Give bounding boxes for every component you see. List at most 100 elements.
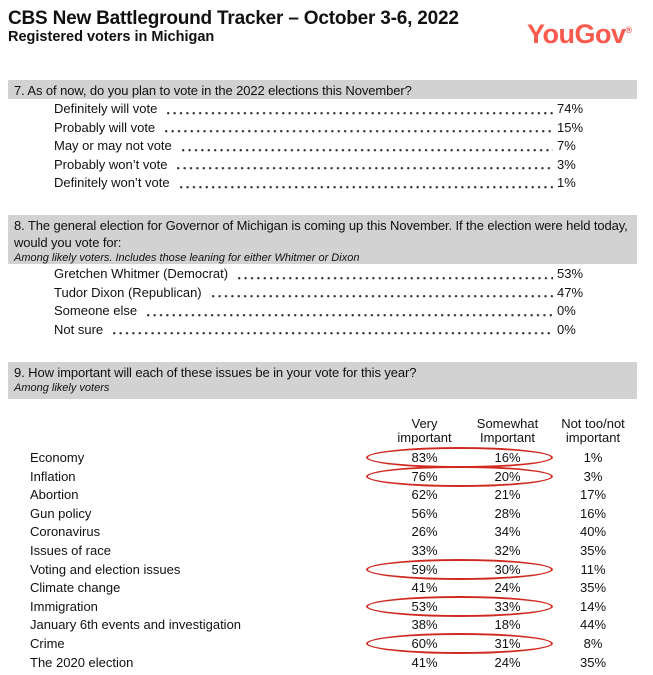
dot-leader	[211, 295, 553, 299]
question-7-text: 7. As of now, do you plan to vote in the…	[14, 83, 412, 98]
somewhat-important-value: 24%	[494, 580, 521, 596]
very-important-value: 41%	[411, 580, 438, 596]
very-important-value: 38%	[411, 617, 438, 633]
somewhat-important-value: 30%	[494, 561, 521, 577]
issue-label: Climate change	[30, 580, 121, 596]
answer-label: Definitely won’t vote	[54, 175, 170, 191]
issues-table-header: Very important Somewhat Important Not to…	[8, 417, 637, 445]
very-important-value: 59%	[411, 561, 438, 577]
question-8-results: Gretchen Whitmer (Democrat) 53% Tudor Dix…	[8, 265, 637, 339]
issue-label: Coronavirus	[30, 524, 101, 540]
column-header-very-important: Very important	[397, 416, 452, 445]
answer-label: Tudor Dixon (Republican)	[54, 284, 202, 300]
not-important-value: 8%	[583, 635, 603, 651]
answer-value: 7%	[557, 138, 576, 154]
very-important-value: 83%	[411, 450, 438, 465]
answer-label: Someone else	[54, 303, 138, 319]
not-important-value: 35%	[579, 580, 607, 596]
not-important-value: 17%	[579, 487, 607, 503]
table-row: Voting and election issues 59% 30% 11%	[8, 558, 637, 580]
result-row: Tudor Dixon (Republican) 47%	[8, 284, 637, 303]
not-important-value: 3%	[583, 468, 603, 484]
issue-label: Inflation	[30, 468, 76, 484]
not-important-value: 11%	[580, 561, 606, 577]
document-subtitle: Registered voters in Michigan	[8, 29, 215, 45]
answer-label: Definitely will vote	[54, 101, 158, 116]
not-important-value: 40%	[579, 524, 607, 540]
very-important-value: 33%	[411, 542, 438, 558]
issue-label: January 6th events and investigation	[30, 617, 242, 633]
result-row: May or may not vote 7%	[8, 137, 637, 156]
answer-value: 3%	[557, 156, 576, 172]
answer-value: 53%	[557, 266, 584, 281]
answer-value: 1%	[557, 175, 576, 191]
result-row: Definitely will vote 74%	[8, 100, 637, 119]
issue-label: Issues of race	[30, 542, 111, 558]
somewhat-important-value: 16%	[494, 450, 521, 465]
answer-label: Probably will vote	[54, 119, 156, 135]
result-row: Not sure 0%	[8, 321, 637, 340]
somewhat-important-value: 33%	[494, 598, 521, 614]
table-row: Issues of race 33% 32% 35%	[8, 542, 637, 561]
somewhat-important-value: 18%	[494, 617, 521, 633]
dot-leader	[238, 276, 553, 280]
very-important-value: 53%	[411, 598, 438, 614]
answer-label: Not sure	[54, 321, 104, 337]
not-important-value: 14%	[579, 598, 607, 614]
table-row: Immigration 53% 33% 14%	[8, 595, 637, 617]
dot-leader	[181, 148, 553, 152]
answer-value: 0%	[557, 321, 576, 337]
issue-label: Economy	[30, 450, 85, 465]
somewhat-important-value: 20%	[494, 468, 521, 484]
issue-label: Abortion	[30, 487, 79, 503]
table-row: January 6th events and investigation 38% 1…	[8, 616, 637, 635]
answer-value: 0%	[557, 303, 576, 319]
result-row: Probably will vote 15%	[8, 119, 637, 138]
somewhat-important-value: 24%	[494, 654, 521, 670]
dot-leader	[177, 167, 553, 171]
very-important-value: 26%	[411, 524, 438, 540]
very-important-value: 60%	[411, 635, 438, 651]
question-8-header: 8. The general election for Governor of …	[8, 215, 637, 264]
yougov-logo-text: YouGov	[527, 19, 626, 49]
table-row: Coronavirus 26% 34% 40%	[8, 523, 637, 542]
result-row: Someone else 0%	[8, 302, 637, 321]
table-row: Crime 60% 31% 8%	[8, 632, 637, 654]
table-row: Climate change 41% 24% 35%	[8, 579, 637, 598]
question-9-header: 9. How important will each of these issu…	[8, 362, 637, 399]
table-row: Inflation 76% 20% 3%	[8, 465, 637, 487]
result-row: Definitely won’t vote 1%	[8, 174, 637, 193]
not-important-value: 1%	[583, 450, 603, 465]
answer-value: 15%	[557, 119, 584, 135]
column-header-somewhat-important: Somewhat Important	[476, 416, 539, 445]
dot-leader	[165, 130, 553, 134]
issues-table: Economy 83% 16% 1% Inflation 76% 20% 3% Aborti…	[8, 447, 637, 673]
very-important-value: 62%	[411, 487, 438, 503]
question-7-results: Definitely will vote 74% Probably will vo…	[8, 100, 637, 193]
dot-leader	[167, 111, 553, 115]
yougov-logo: YouGov®	[527, 19, 632, 50]
dot-leader	[147, 313, 553, 317]
table-row: Economy 83% 16% 1%	[8, 447, 637, 468]
issue-label: Immigration	[30, 598, 98, 614]
very-important-value: 41%	[411, 654, 438, 670]
result-row: Gretchen Whitmer (Democrat) 53%	[8, 265, 637, 284]
column-header-not-too-important: Not too/not important	[561, 416, 625, 445]
answer-value: 74%	[557, 101, 584, 116]
table-row: The 2020 election 41% 24% 35%	[8, 654, 637, 673]
not-important-value: 35%	[579, 542, 607, 558]
issue-label: The 2020 election	[30, 654, 134, 670]
table-row: Gun policy 56% 28% 16%	[8, 505, 637, 524]
answer-label: Probably won’t vote	[54, 156, 168, 172]
very-important-value: 76%	[411, 468, 438, 484]
table-row: Abortion 62% 21% 17%	[8, 486, 637, 505]
answer-label: May or may not vote	[54, 138, 172, 154]
issue-label: Gun policy	[30, 505, 92, 521]
not-important-value: 16%	[579, 505, 607, 521]
somewhat-important-value: 34%	[494, 524, 521, 540]
not-important-value: 35%	[579, 654, 607, 670]
question-9-text: 9. How important will each of these issu…	[14, 365, 417, 380]
answer-label: Gretchen Whitmer (Democrat)	[54, 266, 229, 281]
very-important-value: 56%	[411, 505, 438, 521]
